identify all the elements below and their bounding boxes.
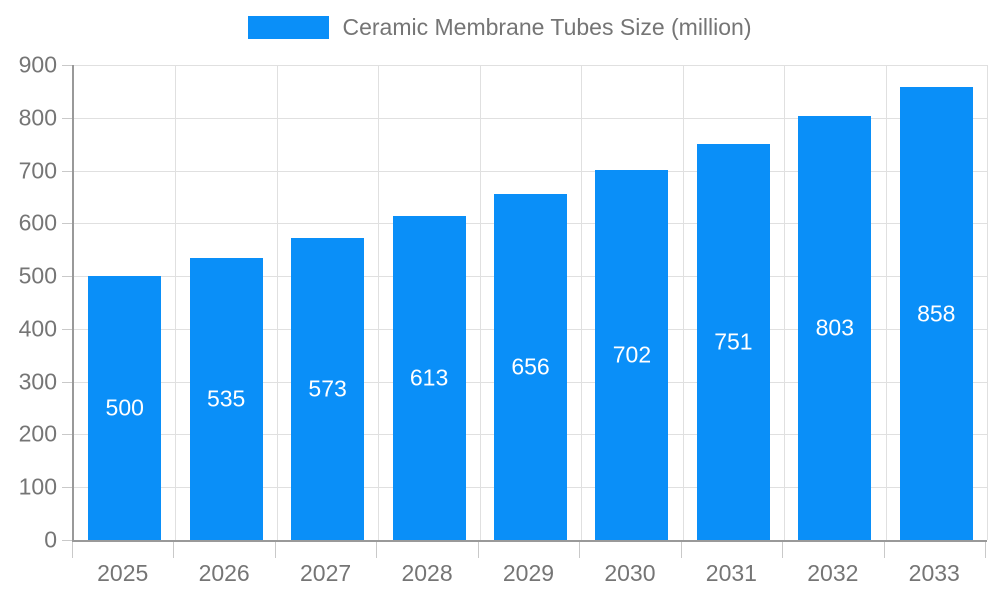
bar-2033[interactable]: 858: [899, 87, 973, 540]
y-axis-tick: [62, 434, 72, 436]
legend: Ceramic Membrane Tubes Size (million): [0, 14, 1000, 41]
y-axis-tick: [62, 540, 72, 541]
y-axis-label: 800: [18, 104, 57, 131]
bar-2027[interactable]: 573: [291, 237, 365, 540]
bar-2032[interactable]: 803: [798, 116, 872, 540]
x-axis-tick: [274, 542, 276, 558]
bar-value-label: 858: [917, 300, 956, 327]
vertical-gridline: [784, 65, 786, 540]
x-axis-tick: [985, 542, 986, 558]
legend-label: Ceramic Membrane Tubes Size (million): [342, 14, 752, 40]
bar-value-label: 535: [206, 385, 246, 412]
plot-area: 500 535 573 613 656 702 751 803 858: [72, 65, 988, 542]
y-axis-label: 600: [18, 209, 57, 236]
vertical-gridline: [885, 65, 887, 540]
y-axis-tick: [62, 381, 72, 383]
bar-2031[interactable]: 751: [696, 143, 770, 540]
y-axis-tick: [62, 487, 72, 489]
bar-value-label: 702: [612, 341, 652, 368]
bar-value-label: 751: [714, 328, 753, 355]
horizontal-gridline: [74, 65, 987, 66]
vertical-gridline: [987, 65, 988, 540]
y-axis-label: 200: [18, 420, 57, 447]
vertical-gridline: [581, 65, 583, 540]
x-axis-label: 2025: [97, 560, 149, 586]
legend-swatch-icon: [248, 16, 330, 39]
x-axis-label: 2029: [502, 560, 555, 586]
x-axis-tick: [579, 542, 581, 558]
x-axis-label: 2027: [300, 560, 352, 586]
legend-item[interactable]: Ceramic Membrane Tubes Size (million): [248, 14, 752, 41]
horizontal-gridline: [74, 117, 987, 119]
bar-2026[interactable]: 535: [189, 257, 263, 540]
x-axis-tick: [680, 542, 682, 558]
bar-value-label: 803: [815, 314, 855, 341]
x-axis-label: 2031: [705, 560, 757, 586]
y-axis-label: 300: [18, 368, 57, 395]
bar-2028[interactable]: 613: [392, 216, 466, 540]
y-axis-tick: [62, 65, 72, 66]
x-axis-tick: [72, 542, 73, 558]
vertical-gridline: [276, 65, 278, 540]
x-axis-label: 2030: [604, 560, 656, 586]
x-axis-tick: [477, 542, 479, 558]
x-axis-label: 2032: [807, 560, 859, 586]
x-axis-tick: [782, 542, 784, 558]
y-axis-tick: [62, 328, 72, 330]
vertical-gridline: [682, 65, 684, 540]
y-axis-label: 900: [18, 51, 57, 78]
y-axis-label: 500: [18, 262, 57, 289]
y-axis-label: 0: [44, 526, 57, 553]
x-axis-label: 2033: [908, 560, 960, 586]
bar-value-label: 573: [308, 375, 347, 402]
bar-2029[interactable]: 656: [494, 193, 567, 540]
x-axis-tick: [173, 542, 175, 558]
x-axis-label: 2026: [198, 560, 250, 586]
y-axis-tick: [62, 276, 72, 278]
y-axis-tick: [62, 223, 72, 225]
vertical-gridline: [479, 65, 481, 540]
x-axis-tick: [883, 542, 885, 558]
bar-value-label: 500: [105, 394, 144, 421]
bar-2025[interactable]: 500: [88, 276, 162, 540]
bar-value-label: 613: [409, 364, 449, 391]
vertical-gridline: [175, 65, 177, 540]
horizontal-gridline: [74, 170, 987, 172]
x-axis-label: 2028: [401, 560, 453, 586]
bar-2030[interactable]: 702: [595, 169, 669, 540]
y-axis-label: 700: [18, 157, 57, 184]
x-axis-tick: [376, 542, 378, 558]
y-axis-tick: [62, 117, 72, 119]
y-axis-label: 100: [18, 473, 57, 500]
bar-value-label: 656: [511, 353, 550, 380]
y-axis-tick: [62, 170, 72, 172]
y-axis-label: 400: [18, 315, 57, 342]
vertical-gridline: [378, 65, 380, 540]
